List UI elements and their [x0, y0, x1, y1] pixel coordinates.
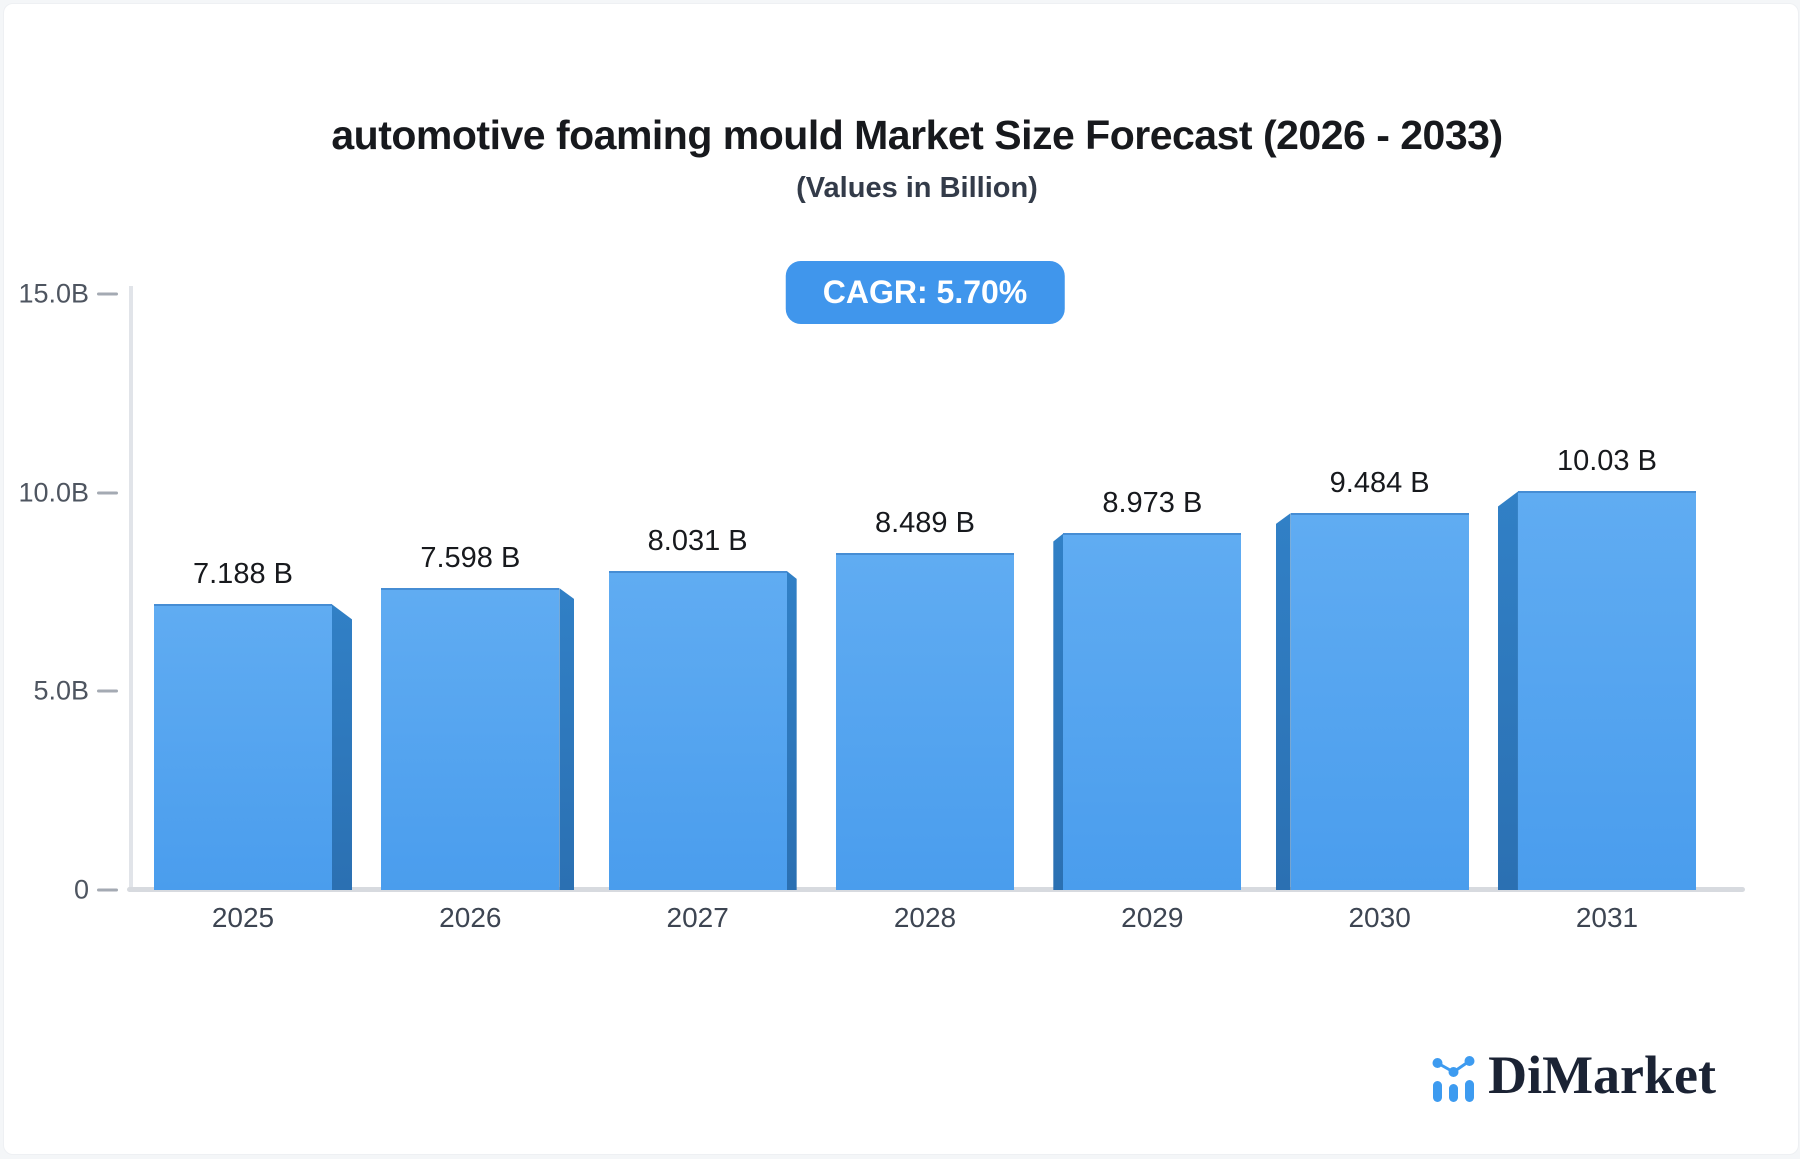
- x-tick-label-2028: 2028: [845, 902, 1005, 934]
- y-tick-mark: [97, 690, 118, 693]
- y-tick-label-10.0B: 10.0B: [4, 477, 89, 508]
- y-tick-label-0: 0: [4, 875, 89, 906]
- value-label-2028: 8.489 B: [815, 507, 1035, 540]
- bar-side-2025: [332, 604, 352, 890]
- value-label-2030: 9.484 B: [1270, 467, 1490, 500]
- plot-area: 0 5.0B 10.0B 15.0B 7.188 B7.598 B8.031 B8.4…: [4, 4, 1798, 1154]
- bar-side-2030: [1276, 513, 1291, 890]
- bar-2025[interactable]: [154, 604, 332, 890]
- bar-side-2027: [787, 571, 797, 890]
- value-label-2031: 10.03 B: [1497, 445, 1717, 478]
- bar-side-2026: [559, 588, 574, 890]
- bar-2031[interactable]: [1518, 491, 1696, 890]
- y-tick-mark: [97, 889, 118, 892]
- bar-2030[interactable]: [1291, 513, 1469, 890]
- bar-side-2029: [1053, 533, 1063, 890]
- x-tick-label-2030: 2030: [1300, 902, 1460, 934]
- x-tick-label-2029: 2029: [1072, 902, 1232, 934]
- bar-2028[interactable]: [836, 553, 1014, 890]
- y-tick-label-15.0B: 15.0B: [4, 279, 89, 310]
- value-label-2025: 7.188 B: [133, 558, 353, 591]
- bar-chart-logo-icon: [1432, 1056, 1476, 1102]
- value-label-2027: 8.031 B: [588, 525, 808, 558]
- x-tick-label-2031: 2031: [1527, 902, 1687, 934]
- bar-2027[interactable]: [609, 571, 787, 890]
- logo-text: DiMarket: [1488, 1048, 1716, 1102]
- bar-2029[interactable]: [1063, 533, 1241, 890]
- value-label-2029: 8.973 B: [1042, 487, 1262, 520]
- dimarket-logo: DiMarket: [1432, 1048, 1716, 1102]
- x-tick-label-2025: 2025: [163, 902, 323, 934]
- bar-side-2031: [1498, 491, 1518, 890]
- value-label-2026: 7.598 B: [360, 542, 580, 575]
- bar-2026[interactable]: [381, 588, 559, 890]
- chart-card: automotive foaming mould Market Size For…: [3, 3, 1799, 1155]
- x-tick-label-2026: 2026: [390, 902, 550, 934]
- x-tick-label-2027: 2027: [618, 902, 778, 934]
- y-tick-label-5.0B: 5.0B: [4, 676, 89, 707]
- y-tick-mark: [97, 491, 118, 494]
- y-tick-mark: [97, 293, 118, 296]
